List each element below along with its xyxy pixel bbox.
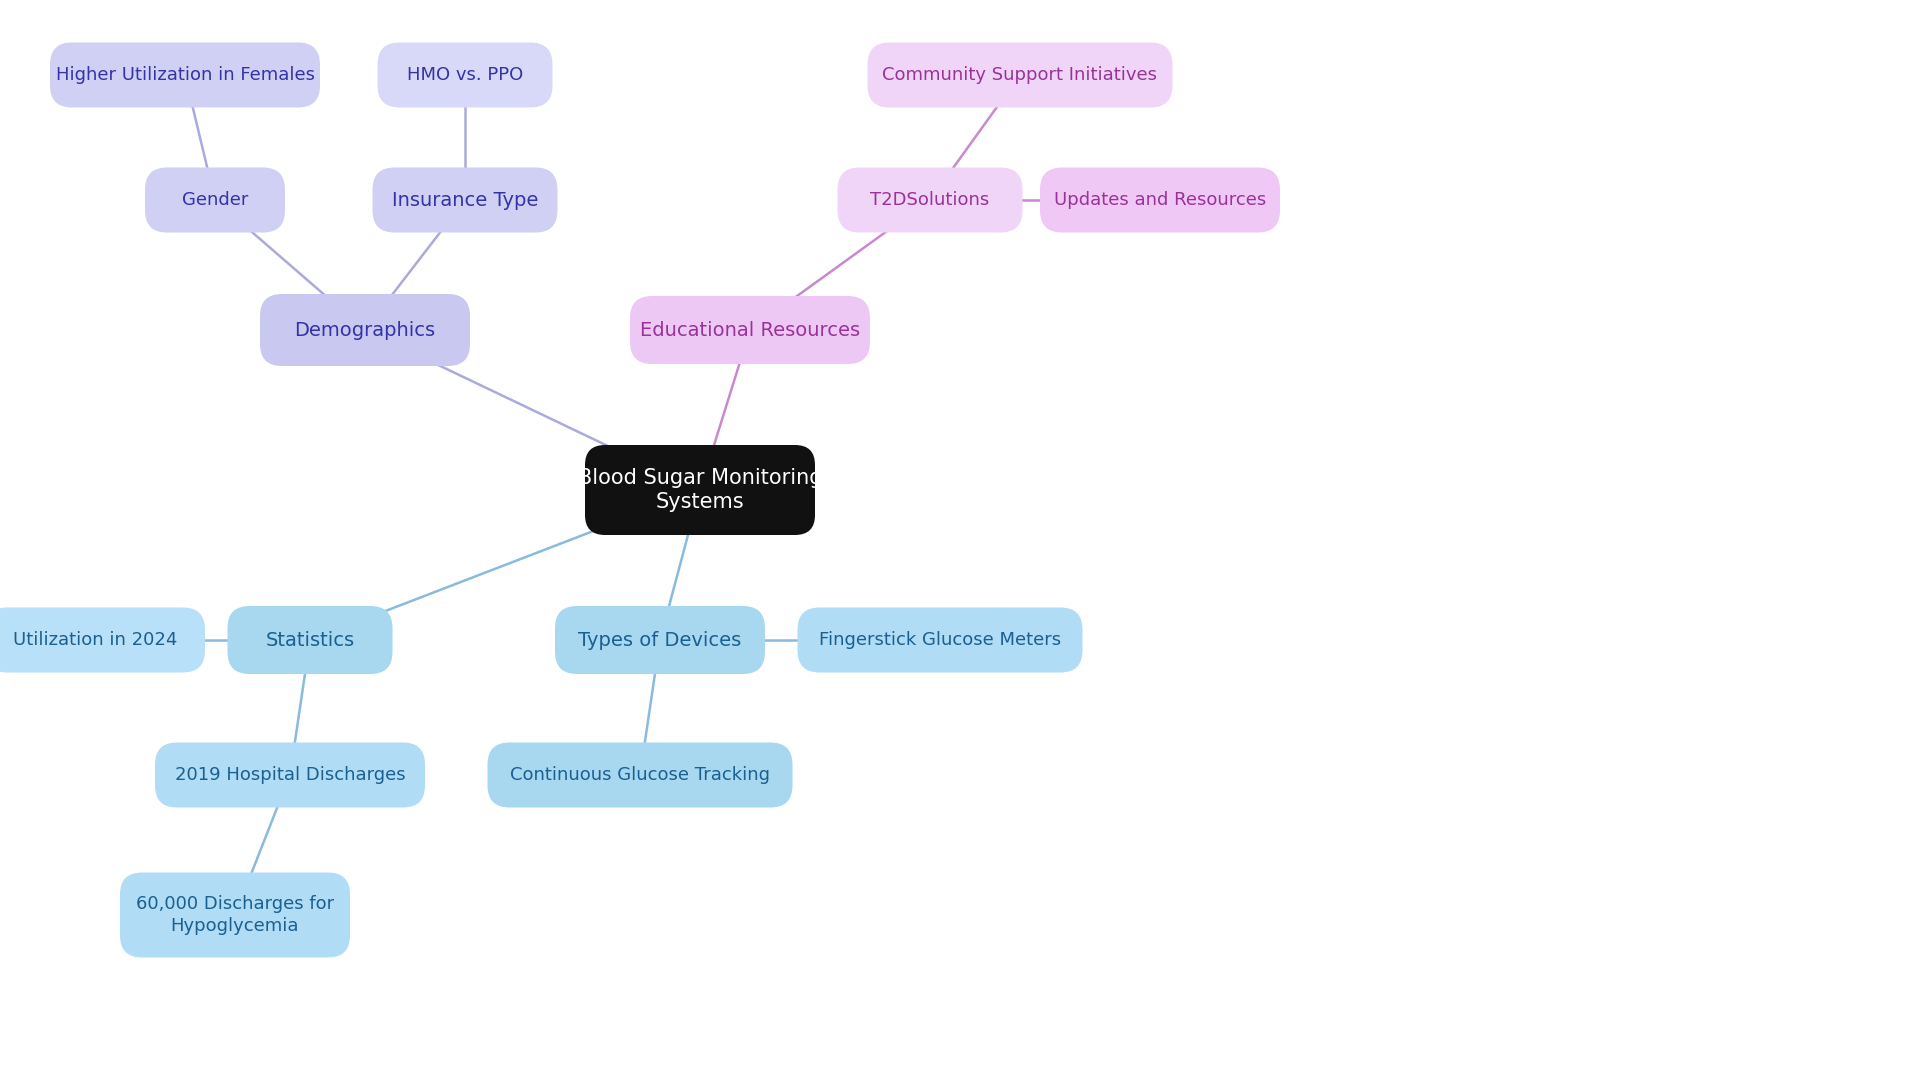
FancyBboxPatch shape bbox=[837, 168, 1023, 233]
Text: Statistics: Statistics bbox=[265, 630, 355, 650]
FancyBboxPatch shape bbox=[797, 608, 1083, 673]
Text: 60,000 Discharges for
Hypoglycemia: 60,000 Discharges for Hypoglycemia bbox=[136, 895, 334, 935]
Text: Higher Utilization in Females: Higher Utilization in Females bbox=[56, 66, 315, 84]
Text: Utilization in 2024: Utilization in 2024 bbox=[13, 631, 177, 649]
FancyBboxPatch shape bbox=[378, 42, 553, 107]
Text: Continuous Glucose Tracking: Continuous Glucose Tracking bbox=[511, 766, 770, 784]
Text: Fingerstick Glucose Meters: Fingerstick Glucose Meters bbox=[820, 631, 1062, 649]
FancyBboxPatch shape bbox=[146, 168, 284, 233]
FancyBboxPatch shape bbox=[630, 296, 870, 364]
Text: Blood Sugar Monitoring
Systems: Blood Sugar Monitoring Systems bbox=[578, 468, 822, 512]
Text: Demographics: Demographics bbox=[294, 321, 436, 339]
Text: Educational Resources: Educational Resources bbox=[639, 321, 860, 339]
FancyBboxPatch shape bbox=[488, 743, 793, 808]
FancyBboxPatch shape bbox=[868, 42, 1173, 107]
FancyBboxPatch shape bbox=[372, 168, 557, 233]
Text: Types of Devices: Types of Devices bbox=[578, 630, 741, 650]
Text: Insurance Type: Insurance Type bbox=[392, 191, 538, 209]
FancyBboxPatch shape bbox=[259, 293, 470, 366]
FancyBboxPatch shape bbox=[1041, 168, 1281, 233]
Text: HMO vs. PPO: HMO vs. PPO bbox=[407, 66, 522, 84]
Text: 2019 Hospital Discharges: 2019 Hospital Discharges bbox=[175, 766, 405, 784]
Text: Community Support Initiatives: Community Support Initiatives bbox=[883, 66, 1158, 84]
FancyBboxPatch shape bbox=[0, 608, 205, 673]
FancyBboxPatch shape bbox=[156, 743, 424, 808]
FancyBboxPatch shape bbox=[586, 445, 814, 535]
Text: Gender: Gender bbox=[182, 191, 248, 209]
Text: Updates and Resources: Updates and Resources bbox=[1054, 191, 1265, 209]
Text: T2DSolutions: T2DSolutions bbox=[870, 191, 989, 209]
FancyBboxPatch shape bbox=[555, 606, 764, 674]
FancyBboxPatch shape bbox=[227, 606, 392, 674]
FancyBboxPatch shape bbox=[50, 42, 321, 107]
FancyBboxPatch shape bbox=[119, 873, 349, 957]
